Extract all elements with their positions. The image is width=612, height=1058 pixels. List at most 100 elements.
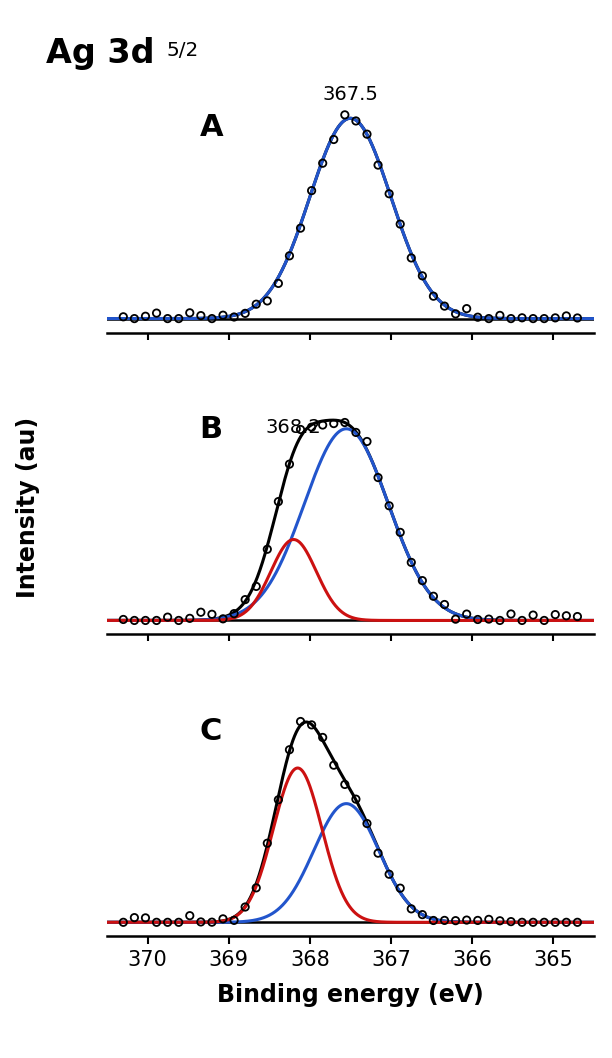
Point [218,307,228,324]
Point [450,306,460,323]
Point [185,305,195,322]
Point [351,112,361,129]
Text: C: C [200,717,222,746]
Point [462,605,472,622]
Point [285,248,294,264]
Point [196,604,206,621]
Point [462,300,472,317]
Point [550,309,560,326]
Point [163,310,173,327]
Point [274,275,283,292]
Point [384,497,394,514]
Point [307,716,316,733]
Point [229,309,239,326]
Point [539,310,549,327]
Point [351,424,361,441]
Point [484,310,494,327]
Point [296,421,305,438]
Text: Intensity (au): Intensity (au) [15,417,40,599]
Point [573,914,583,931]
Point [185,907,195,924]
Point [517,914,527,931]
Point [252,578,261,595]
Point [252,296,261,313]
Point [252,879,261,896]
Point [318,154,327,171]
Point [185,609,195,626]
Point [517,309,527,326]
Point [495,307,505,324]
Point [241,898,250,915]
Point [561,308,571,325]
Point [340,107,349,124]
Point [428,288,438,305]
Point [439,297,449,314]
Point [174,310,184,327]
Point [196,913,206,930]
Point [152,914,162,931]
Point [163,608,173,625]
Point [163,914,173,931]
Point [517,612,527,628]
Point [329,131,338,148]
Point [473,309,483,326]
Point [218,610,228,627]
Point [406,900,416,917]
Point [450,912,460,929]
Point [362,433,372,450]
Point [384,865,394,882]
Point [406,554,416,571]
Point [241,591,250,608]
Point [450,610,460,627]
Point [417,268,427,285]
Point [229,912,239,929]
Point [373,157,383,174]
Point [428,912,438,929]
Point [152,612,162,628]
Point [561,607,571,624]
Point [417,906,427,923]
Point [285,456,294,473]
Point [439,912,449,929]
Point [263,541,272,558]
Point [561,914,571,931]
Point [406,250,416,267]
Point [473,912,483,929]
Point [395,524,405,541]
Point [118,914,128,931]
Point [395,879,405,896]
Text: Ag 3d: Ag 3d [46,37,154,70]
Point [141,910,151,927]
Point [207,606,217,623]
Point [207,310,217,327]
Point [207,914,217,931]
Point [296,220,305,237]
Point [495,612,505,628]
Point [484,911,494,928]
Point [130,612,140,628]
Point [340,776,349,792]
Point [373,469,383,486]
Point [428,588,438,605]
Point [118,308,128,325]
Point [528,310,538,327]
Point [118,612,128,628]
X-axis label: Binding energy (eV): Binding energy (eV) [217,984,483,1007]
Point [318,417,327,434]
Point [296,713,305,730]
Point [318,729,327,746]
Text: 368.2: 368.2 [266,419,321,437]
Point [329,415,338,432]
Point [130,909,140,926]
Point [573,608,583,625]
Point [550,606,560,623]
Point [263,835,272,852]
Text: B: B [200,415,223,444]
Point [506,913,516,930]
Point [462,912,472,929]
Point [340,414,349,431]
Point [495,912,505,929]
Point [528,606,538,623]
Point [550,914,560,931]
Point [395,216,405,233]
